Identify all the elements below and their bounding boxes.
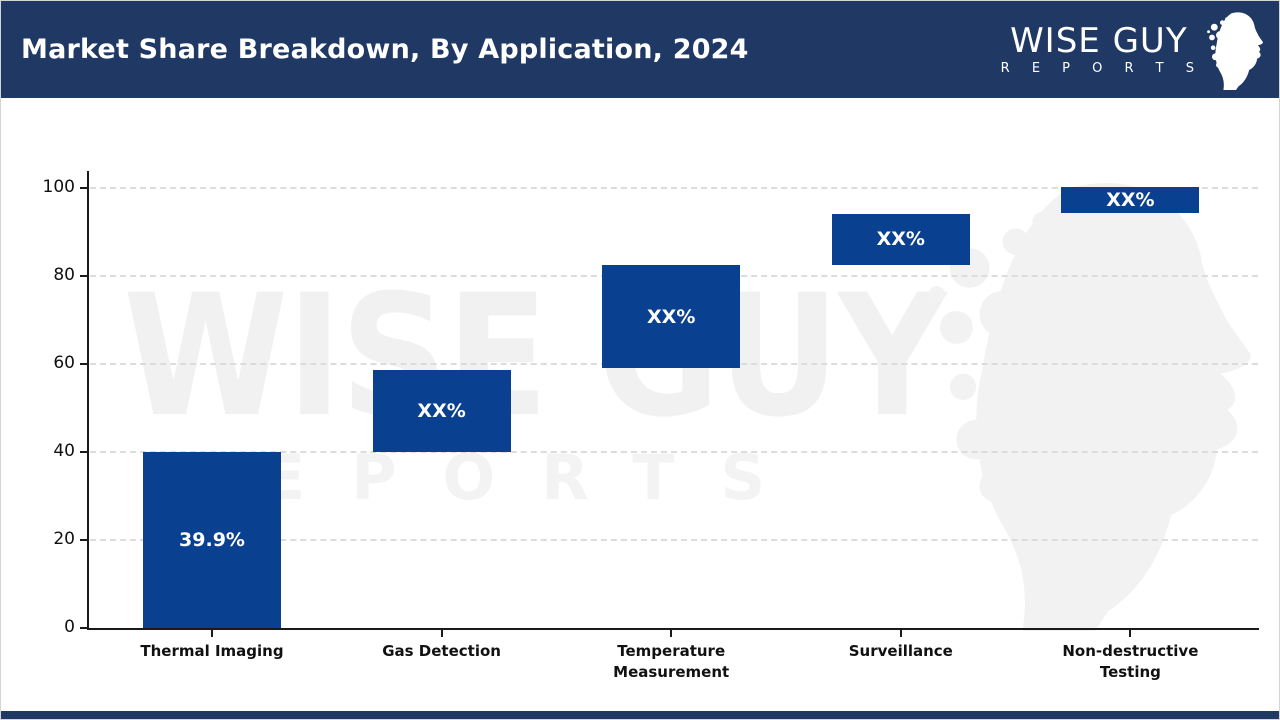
x-tick-mark-temperature-measurement <box>670 630 673 637</box>
y-tick-mark-20 <box>80 539 89 541</box>
logo-wordmark: WISE GUY <box>1010 21 1188 61</box>
bar-value-label: XX% <box>647 305 696 328</box>
y-tick-label-60: 60 <box>53 353 75 373</box>
bar-thermal-imaging: 39.9% <box>143 452 281 628</box>
y-tick-mark-100 <box>80 187 89 189</box>
bar-value-label: XX% <box>876 228 925 251</box>
y-axis-line <box>87 171 89 630</box>
bar-value-label: XX% <box>1106 188 1155 211</box>
gridline-40 <box>90 451 1258 453</box>
x-tick-mark-surveillance <box>899 630 902 637</box>
y-tick-label-20: 20 <box>53 529 75 549</box>
x-tick-mark-thermal-imaging <box>211 630 213 637</box>
x-axis-line <box>87 628 1259 630</box>
page-title: Market Share Breakdown, By Application, … <box>21 34 749 65</box>
x-tick-mark-non-destructive-testing <box>1129 630 1132 637</box>
logo-head-icon <box>1207 11 1263 90</box>
bar-surveillance: XX% <box>831 213 970 265</box>
header-band: Market Share Breakdown, By Application, … <box>1 1 1279 98</box>
y-tick-mark-60 <box>80 363 89 365</box>
y-tick-label-80: 80 <box>53 265 75 285</box>
gridline-20 <box>90 539 1258 541</box>
y-tick-label-0: 0 <box>64 617 75 637</box>
bar-value-label: 39.9% <box>179 529 245 552</box>
bar-temperature-measurement: XX% <box>602 265 741 369</box>
y-tick-mark-0 <box>80 627 89 629</box>
logo-subtitle: R E P O R T S <box>1000 61 1203 76</box>
bar-gas-detection: XX% <box>372 369 511 452</box>
category-label-temperature-measurement: Temperature Measurement <box>613 642 730 681</box>
bar-value-label: XX% <box>417 399 466 422</box>
watermark-head-graphic <box>929 182 1251 631</box>
category-label-gas-detection: Gas Detection <box>382 642 501 660</box>
footer-band <box>1 711 1279 719</box>
category-label-thermal-imaging: Thermal Imaging <box>140 642 284 660</box>
x-tick-mark-gas-detection <box>440 630 443 637</box>
category-label-non-destructive-testing: Non-destructive Testing <box>1062 642 1199 681</box>
logo-text: WISE GUY R E P O R T S <box>995 24 1203 75</box>
y-tick-label-100: 100 <box>42 177 75 197</box>
category-label-surveillance: Surveillance <box>848 642 953 660</box>
watermark-wordmark: WISE GUY <box>123 259 947 455</box>
wise-guy-logo: WISE GUY R E P O R T S <box>995 10 1267 90</box>
y-tick-label-40: 40 <box>53 441 75 461</box>
y-tick-mark-80 <box>80 275 89 277</box>
y-tick-mark-40 <box>80 451 89 453</box>
gridline-100 <box>90 187 1258 189</box>
bar-non-destructive-testing: XX% <box>1061 186 1200 214</box>
